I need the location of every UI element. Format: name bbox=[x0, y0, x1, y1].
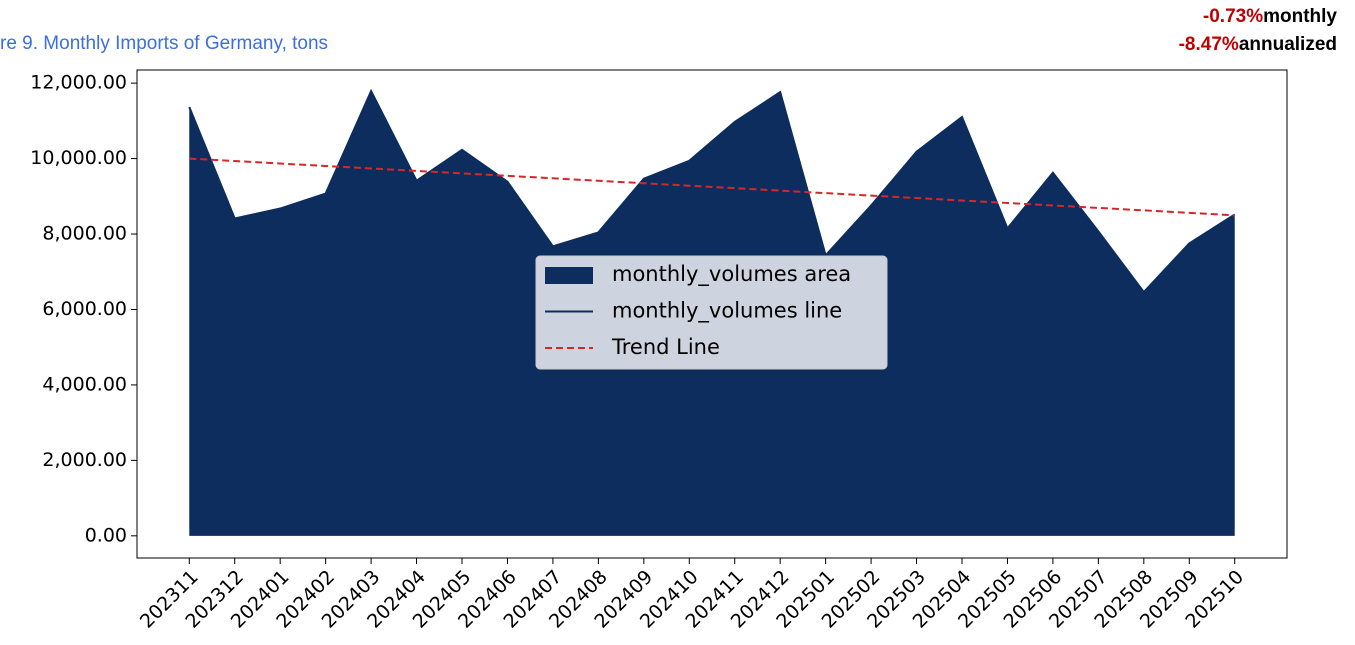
y-tick-label: 12,000.00 bbox=[30, 72, 127, 94]
legend-box bbox=[535, 255, 888, 370]
trend-line bbox=[189, 157, 1235, 217]
y-tick-label: 6,000.00 bbox=[42, 298, 127, 320]
plot-frame bbox=[136, 69, 1288, 559]
line bbox=[188, 88, 1236, 294]
y-tick-label: 8,000.00 bbox=[42, 223, 127, 245]
legend-label: monthly_volumes area bbox=[612, 262, 851, 287]
annotation-value: -8.47% bbox=[1179, 34, 1239, 55]
legend-label: monthly_volumes line bbox=[612, 299, 842, 324]
annotation-text: annualized bbox=[1239, 34, 1337, 55]
annotation: -0.73%monthly bbox=[1203, 6, 1338, 27]
annotation: -8.47%annualized bbox=[1179, 34, 1337, 55]
y-tick-label: 10,000.00 bbox=[30, 147, 127, 169]
legend-swatch bbox=[545, 267, 593, 284]
legend-label: Trend Line bbox=[611, 335, 720, 359]
legend: monthly_volumes area monthly_volumes line… bbox=[535, 255, 888, 370]
chart-title: re 9. Monthly Imports of Germany, tons bbox=[0, 33, 328, 54]
y-tick-label: 4,000.00 bbox=[42, 373, 127, 395]
annotation-text: monthly bbox=[1263, 6, 1337, 27]
y-tick-label: 0.00 bbox=[85, 524, 127, 546]
y-tick-label: 2,000.00 bbox=[42, 449, 127, 471]
annotation-value: -0.73% bbox=[1203, 6, 1263, 27]
